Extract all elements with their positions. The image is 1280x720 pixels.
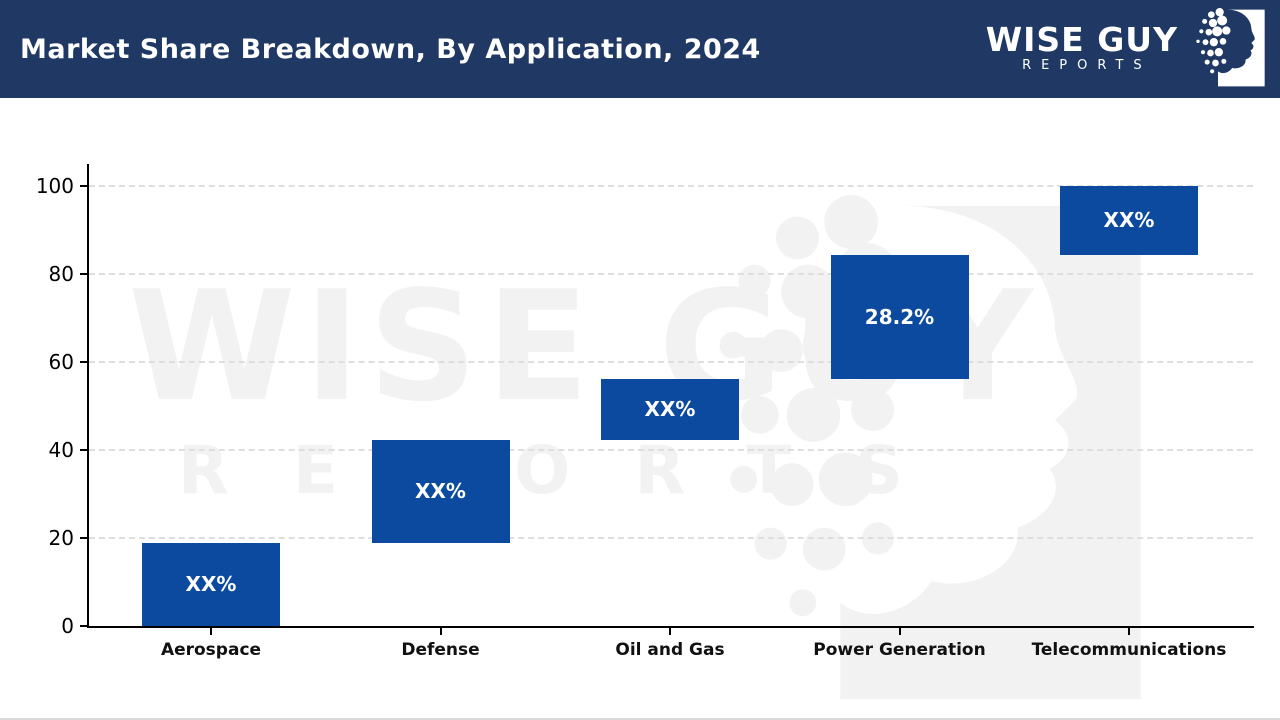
- bar-value-label: XX%: [1103, 208, 1155, 233]
- bar-value-label: 28.2%: [864, 304, 935, 329]
- grid-line-20: [89, 537, 1253, 539]
- x-category-label-1: Defense: [401, 640, 480, 660]
- y-tick-mark-40: [80, 449, 87, 451]
- bottom-border-line: [0, 718, 1280, 720]
- y-tick-mark-80: [80, 273, 87, 275]
- y-tick-label-20: 20: [48, 526, 74, 550]
- x-category-label-0: Aerospace: [160, 640, 262, 660]
- x-tick-mark-4: [1128, 628, 1130, 635]
- grid-line-60: [89, 361, 1253, 363]
- bar-power-generation: 28.2%: [830, 254, 969, 379]
- header-bar: Market Share Breakdown, By Application, …: [0, 0, 1280, 98]
- dotted-head-icon: [1196, 8, 1265, 87]
- x-category-label-2: Oil and Gas: [615, 640, 725, 660]
- y-tick-mark-60: [80, 361, 87, 363]
- page-title: Market Share Breakdown, By Application, …: [20, 33, 761, 65]
- logo-subtitle: REPORTS: [1022, 58, 1152, 74]
- y-tick-label-80: 80: [48, 262, 74, 286]
- y-tick-label-40: 40: [48, 438, 74, 462]
- bar-aerospace: XX%: [142, 542, 280, 626]
- x-tick-mark-1: [439, 628, 442, 635]
- logo-text: WISE GUY REPORTS: [985, 19, 1178, 74]
- bar-value-label: XX%: [185, 572, 237, 597]
- y-tick-mark-100: [80, 185, 87, 187]
- x-axis-line: [87, 626, 1254, 628]
- y-tick-label-60: 60: [48, 350, 74, 374]
- grid-line-80: [89, 273, 1253, 275]
- y-tick-mark-20: [80, 537, 87, 539]
- logo-wordmark: WISE GUY: [985, 19, 1178, 59]
- bar-value-label: XX%: [644, 397, 696, 422]
- bar-oil-and-gas: XX%: [601, 378, 739, 440]
- bar-defense: XX%: [371, 439, 510, 543]
- y-tick-label-100: 100: [35, 174, 74, 198]
- x-tick-mark-3: [898, 628, 901, 635]
- x-tick-mark-2: [669, 628, 671, 635]
- wise-guy-reports-logo: WISE GUY REPORTS: [986, 8, 1266, 88]
- y-axis-line: [87, 164, 89, 628]
- y-tick-mark-0: [80, 625, 87, 627]
- y-tick-label-0: 0: [61, 614, 74, 638]
- bar-value-label: XX%: [415, 479, 466, 504]
- x-category-label-4: Telecommunications: [1031, 640, 1227, 660]
- x-category-label-3: Power Generation: [813, 640, 986, 660]
- x-tick-mark-0: [210, 628, 212, 635]
- grid-line-40: [89, 449, 1253, 451]
- grid-line-100: [89, 185, 1253, 187]
- bar-telecommunications: XX%: [1060, 186, 1198, 255]
